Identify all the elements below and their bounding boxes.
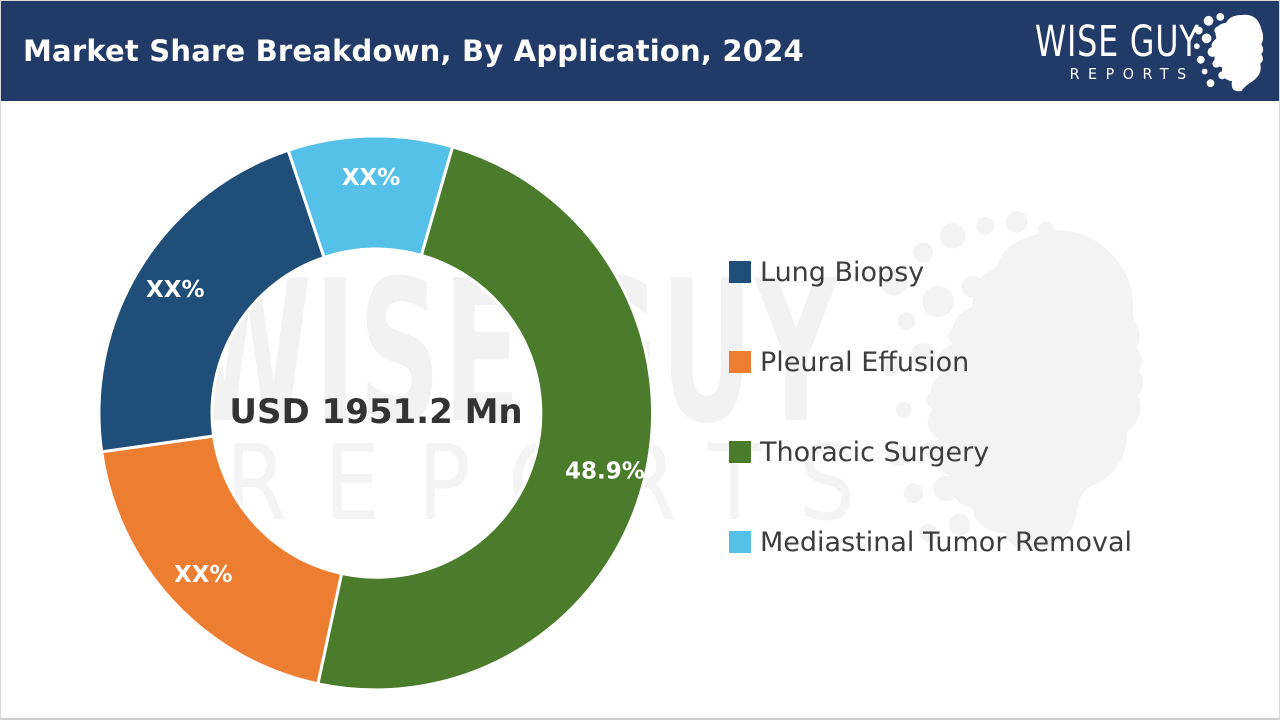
logo-subtext: REPORTS — [1069, 65, 1195, 83]
donut-segment-label: 48.9% — [565, 458, 645, 484]
logo-wordmark: WISE GUY — [1034, 17, 1199, 67]
legend-swatch — [729, 531, 751, 553]
donut-segment-lung-biopsy — [97, 148, 326, 454]
legend-item-lung-biopsy: Lung Biopsy — [729, 255, 1132, 289]
legend-swatch — [729, 351, 751, 373]
legend-item-thoracic-surgery: Thoracic Surgery — [729, 435, 1132, 469]
legend-label: Pleural Effusion — [760, 346, 970, 378]
legend-label: Lung Biopsy — [760, 256, 925, 288]
legend-swatch — [729, 441, 751, 463]
donut-segment-pleural-effusion — [100, 434, 344, 686]
header-bar: Market Share Breakdown, By Application, … — [1, 1, 1279, 101]
chart-center-value: USD 1951.2 Mn — [229, 392, 523, 432]
donut-segment-label: XX% — [174, 562, 233, 588]
logo-head-icon — [1193, 13, 1264, 92]
legend-swatch — [729, 261, 751, 283]
donut-segment-thoracic-surgery — [316, 145, 655, 692]
legend-item-mediastinal-tumor-removal: Mediastinal Tumor Removal — [729, 525, 1132, 559]
watermark-head-image — [879, 211, 1144, 550]
legend-item-pleural-effusion: Pleural Effusion — [729, 345, 1132, 379]
brand-logo: WISE GUY REPORTS — [1019, 1, 1269, 101]
donut-segment-label: XX% — [342, 165, 401, 191]
chart-legend: Lung Biopsy Pleural Effusion Thoracic Su… — [729, 255, 1132, 615]
legend-label: Mediastinal Tumor Removal — [760, 526, 1133, 558]
donut-segment-label: XX% — [146, 277, 205, 303]
legend-label: Thoracic Surgery — [760, 436, 990, 468]
page-title: Market Share Breakdown, By Application, … — [23, 34, 804, 68]
